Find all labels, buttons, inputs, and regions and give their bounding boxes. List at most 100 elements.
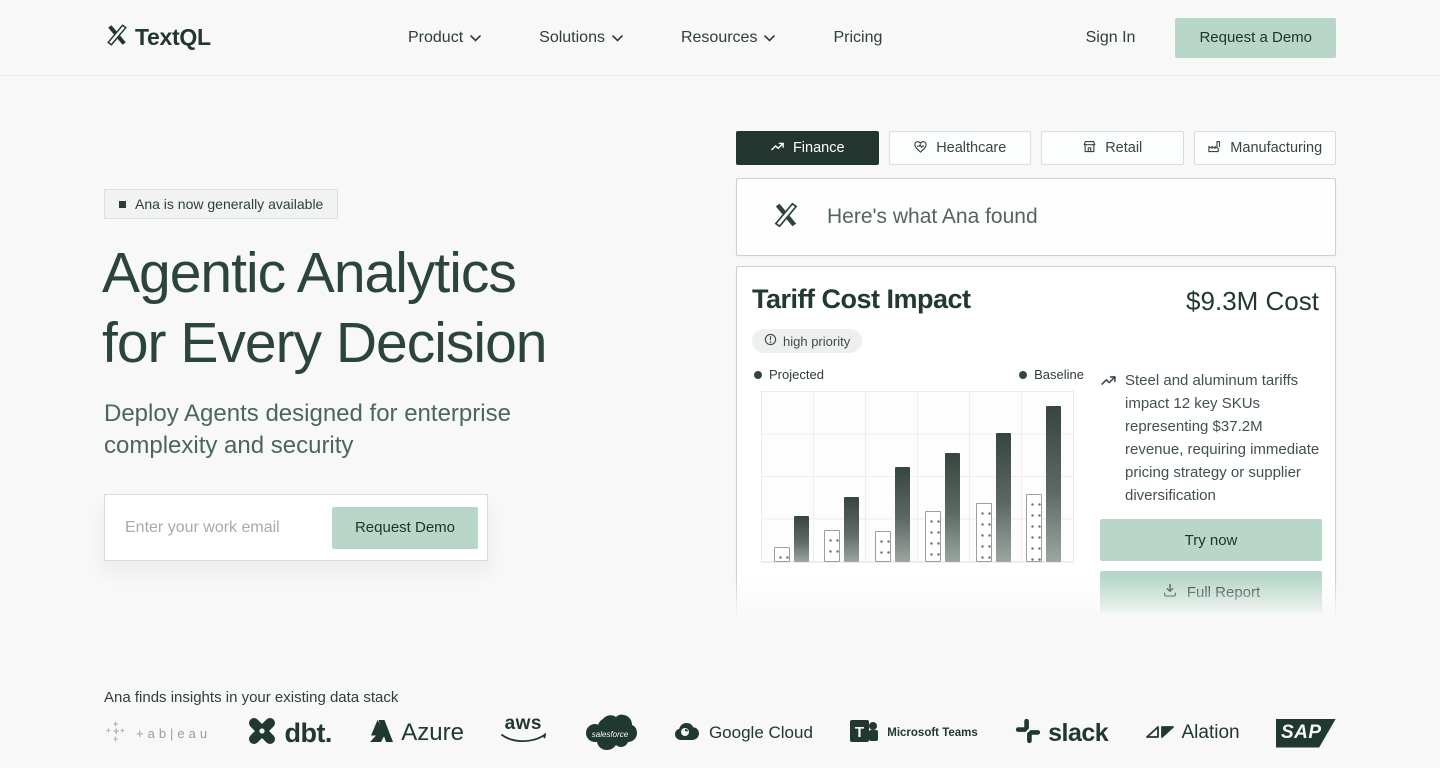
google-cloud-logo: Google Cloud (673, 720, 813, 747)
sign-in-link[interactable]: Sign In (1085, 28, 1136, 46)
ana-found-text: Here's what Ana found (827, 205, 1038, 228)
azure-wordmark: Azure (401, 719, 464, 746)
legend-label: Baseline (1034, 367, 1084, 382)
svg-text:+: + (113, 726, 119, 738)
email-submit-button[interactable]: Request Demo (332, 506, 478, 549)
dbt-wordmark: dbt. (284, 717, 332, 748)
bar-chart-plot (761, 391, 1074, 563)
insight-cost: $9.3M Cost (1186, 286, 1319, 316)
azure-triangle-icon (368, 719, 394, 748)
ana-found-card: Here's what Ana found (736, 178, 1336, 256)
nav-item-pricing[interactable]: Pricing (833, 29, 882, 47)
sap-shape: SAP (1275, 718, 1336, 748)
sap-logo: SAP (1275, 718, 1336, 748)
alation-logo: Alation (1145, 722, 1240, 745)
chevron-down-icon (612, 29, 623, 47)
alation-wordmark: Alation (1181, 722, 1240, 743)
bar-group (874, 392, 910, 562)
dbt-logo: dbt. (247, 716, 332, 751)
bar-group (824, 392, 860, 562)
bar-baseline (793, 516, 809, 562)
tab-healthcare[interactable]: Healthcare (888, 131, 1031, 165)
sap-wordmark: SAP (1280, 722, 1322, 743)
bar-baseline (1046, 405, 1062, 562)
teams-wordmark: Microsoft Teams (887, 727, 978, 739)
google-cloud-wordmark: Google Cloud (708, 723, 813, 742)
work-email-input[interactable] (105, 518, 332, 537)
aws-wordmark: aws (504, 713, 542, 734)
insight-title: Tariff Cost Impact (752, 284, 971, 314)
tab-finance[interactable]: Finance (736, 131, 879, 165)
priority-label: high priority (783, 333, 851, 349)
bar-baseline (995, 432, 1011, 562)
legend-baseline: Baseline (1019, 367, 1084, 382)
factory-icon (1207, 139, 1222, 158)
ana-x-icon (771, 200, 801, 235)
full-report-button[interactable]: Full Report (1100, 571, 1322, 613)
main-nav: Product Solutions Resources Pricing (408, 29, 882, 47)
try-now-button[interactable]: Try now (1100, 519, 1322, 561)
insight-card: Tariff Cost Impact $9.3M Cost high prior… (736, 266, 1336, 618)
legend-label: Projected (769, 367, 824, 382)
bar-projected (975, 502, 992, 562)
announcement-text: Ana is now generally available (135, 196, 324, 212)
tab-label: Retail (1105, 140, 1143, 156)
svg-text:T: T (855, 724, 864, 741)
heart-pulse-icon (913, 139, 928, 158)
title-line-2: for Every Decision (102, 311, 547, 375)
bar-projected (874, 531, 891, 562)
insight-summary: Steel and aluminum tariffs impact 12 key… (1100, 369, 1322, 507)
priority-badge: high priority (752, 329, 863, 353)
slack-hash-icon (1014, 717, 1042, 750)
tab-manufacturing[interactable]: Manufacturing (1193, 131, 1336, 165)
aws-smile-icon (500, 732, 547, 750)
hero-subtitle: Deploy Agents designed for enterprise co… (104, 400, 511, 459)
tab-retail[interactable]: Retail (1041, 131, 1184, 165)
bar-group (773, 392, 809, 562)
store-icon (1082, 139, 1097, 158)
chart-legend: Projected Baseline (754, 367, 1084, 382)
svg-text:+: + (113, 719, 118, 729)
page-title: Agentic Analytics for Every Decision (102, 238, 722, 378)
tableau-plus-cluster-icon: + + + + + (104, 718, 130, 749)
bar-projected (925, 511, 942, 562)
request-demo-button[interactable]: Request a Demo (1175, 17, 1336, 58)
bar-group (975, 392, 1011, 562)
nav-label: Solutions (539, 28, 605, 46)
azure-logo: Azure (368, 719, 464, 748)
salesforce-wordmark: salesforce (591, 730, 628, 739)
teams-t-icon: T (849, 717, 879, 750)
nav-item-solutions[interactable]: Solutions (539, 29, 623, 47)
bar-projected (773, 546, 790, 562)
partner-logo-row: + + + + + +ab|eau dbt. (104, 704, 1336, 762)
salesforce-logo: salesforce (583, 713, 637, 753)
square-bullet-icon (119, 200, 126, 208)
gcloud-cloud-icon (673, 720, 701, 747)
slack-wordmark: slack (1048, 718, 1109, 747)
bar-projected (1026, 494, 1043, 562)
report-button-label: Full Report (1186, 583, 1261, 601)
top-navbar: TextQL Product Solutions Resources (0, 0, 1440, 76)
slack-logo: slack (1014, 717, 1109, 750)
industry-tabs: Finance Healthcare Retail Manufacturing (736, 131, 1336, 165)
header-actions: Sign In Request a Demo (1085, 17, 1336, 58)
svg-text:+: + (106, 726, 111, 735)
nav-item-resources[interactable]: Resources (681, 29, 776, 47)
legend-dot-icon (1019, 370, 1028, 379)
bar-group (925, 392, 961, 562)
nav-label: Product (408, 28, 464, 46)
dbt-star-icon (247, 716, 277, 751)
nav-item-product[interactable]: Product (408, 29, 481, 47)
tableau-wordmark: +ab|eau (136, 725, 212, 741)
trending-up-icon (1100, 369, 1117, 507)
tab-label: Manufacturing (1230, 140, 1323, 156)
chevron-down-icon (470, 29, 481, 47)
bar-baseline (844, 497, 860, 562)
chevron-down-icon (764, 29, 776, 47)
microsoft-teams-logo: T Microsoft Teams (849, 717, 978, 750)
bar-baseline (894, 466, 910, 562)
bar-group (1026, 392, 1062, 562)
svg-text:+: + (120, 726, 125, 735)
brand-logo[interactable]: TextQL (104, 22, 211, 53)
